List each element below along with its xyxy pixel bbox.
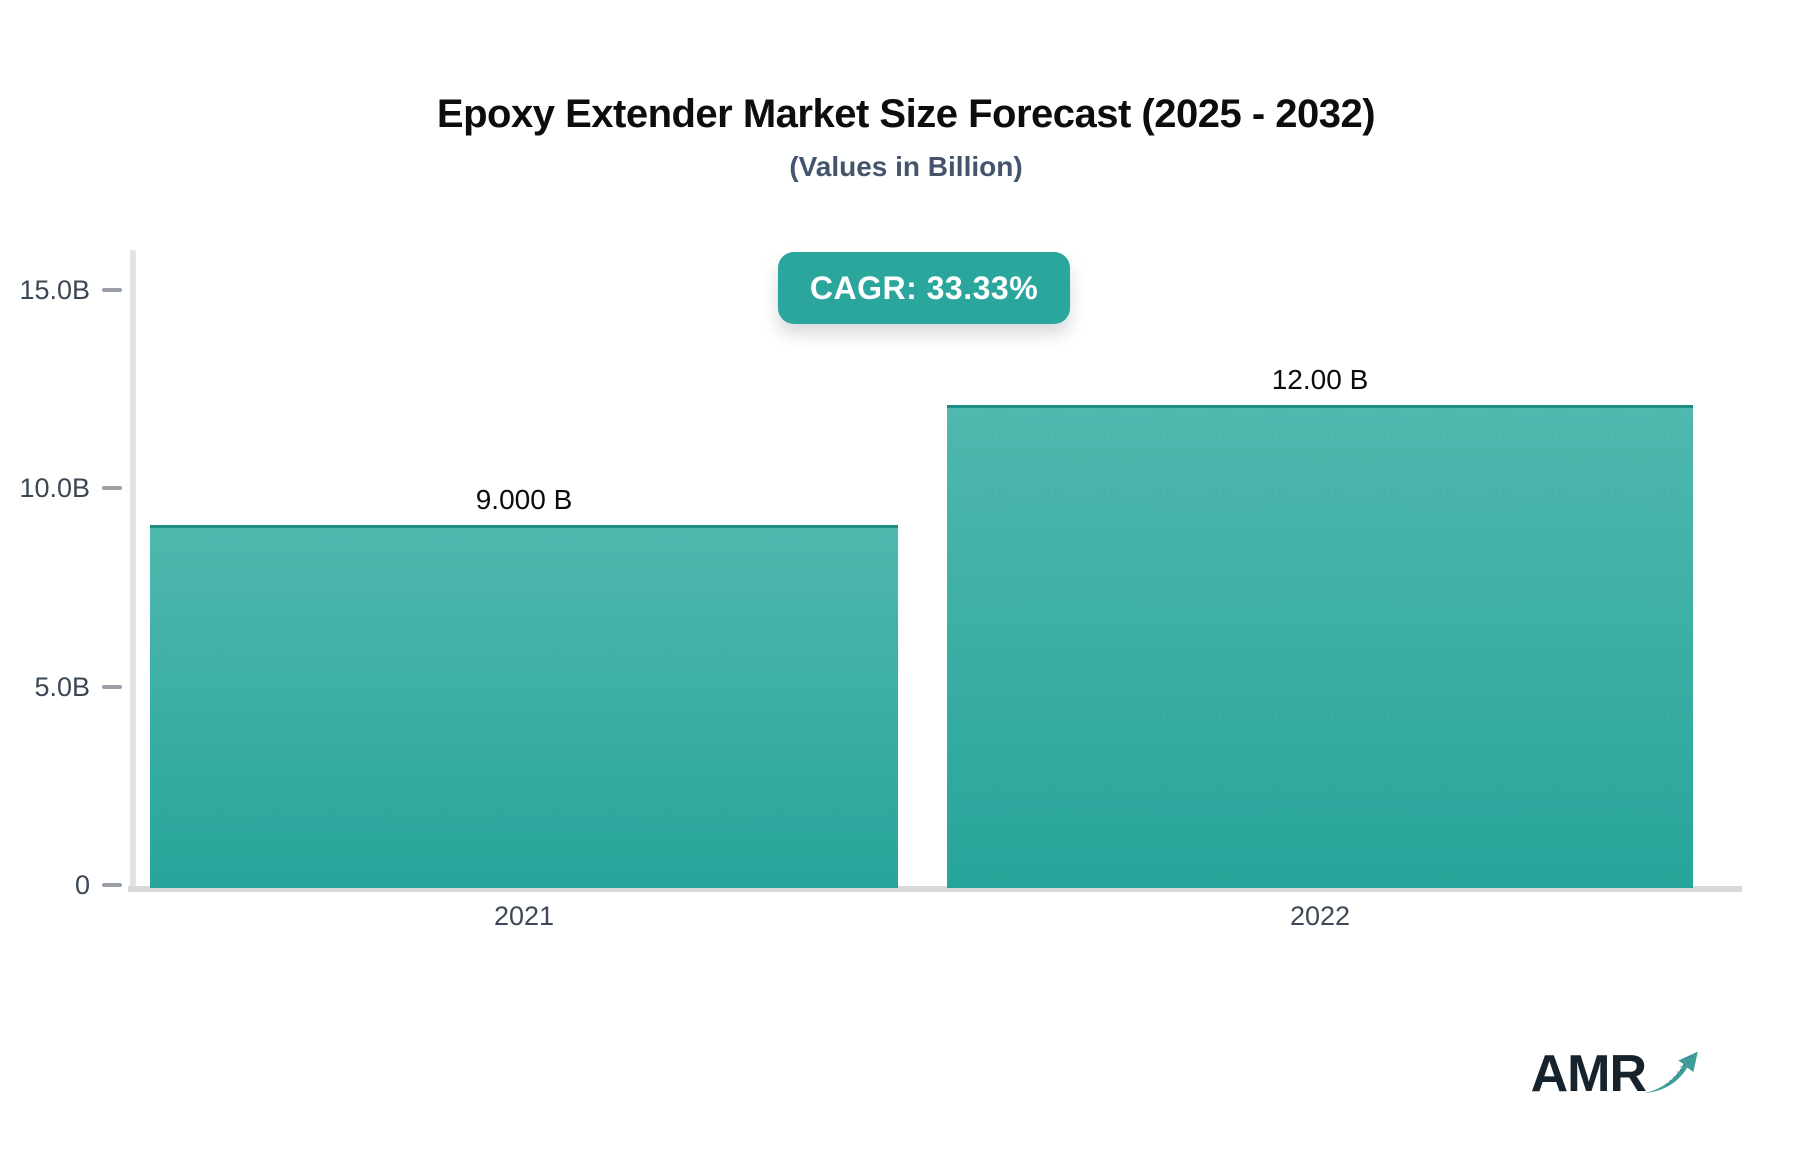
x-tick-2021: 2021 bbox=[493, 901, 555, 931]
y-tick-10b: 10.0B bbox=[0, 472, 122, 504]
cagr-badge: CAGR: 33.33% bbox=[778, 252, 1070, 324]
cagr-badge-label: CAGR: 33.33% bbox=[809, 269, 1039, 306]
bar-value-label: 12.00 B bbox=[1271, 364, 1369, 395]
y-tick-label: 10.0B bbox=[19, 472, 90, 503]
bar-2022: 12.00 B bbox=[947, 364, 1693, 888]
amr-logo-text: AMR bbox=[1530, 1045, 1647, 1103]
bar-value-label: 9.000 B bbox=[475, 484, 573, 515]
bar-rect-2022 bbox=[947, 405, 1693, 888]
tick-dash-icon bbox=[102, 883, 122, 887]
y-tick-label: 5.0B bbox=[34, 671, 90, 702]
y-axis-line bbox=[130, 250, 136, 892]
chart-subtitle: (Values in Billion) bbox=[789, 151, 1023, 182]
growth-arrow-icon bbox=[1643, 1051, 1698, 1094]
x-axis-line bbox=[128, 886, 1742, 892]
y-tick-5b: 5.0B bbox=[0, 671, 122, 703]
tick-dash-icon bbox=[102, 288, 122, 292]
y-tick-label: 0 bbox=[74, 869, 90, 900]
tick-dash-icon bbox=[102, 486, 122, 490]
y-tick-0: 0 bbox=[0, 869, 122, 901]
x-tick-2022: 2022 bbox=[1289, 901, 1351, 931]
amr-logo: AMR bbox=[1531, 1044, 1704, 1104]
bar-2021: 9.000 B bbox=[150, 484, 898, 888]
y-tick-15b: 15.0B bbox=[0, 274, 122, 306]
y-tick-label: 15.0B bbox=[19, 274, 90, 305]
tick-dash-icon bbox=[102, 685, 122, 689]
chart-title: Epoxy Extender Market Size Forecast (202… bbox=[436, 92, 1376, 136]
bar-rect-2021 bbox=[150, 525, 898, 888]
chart-header: Epoxy Extender Market Size Forecast (202… bbox=[0, 92, 1800, 183]
